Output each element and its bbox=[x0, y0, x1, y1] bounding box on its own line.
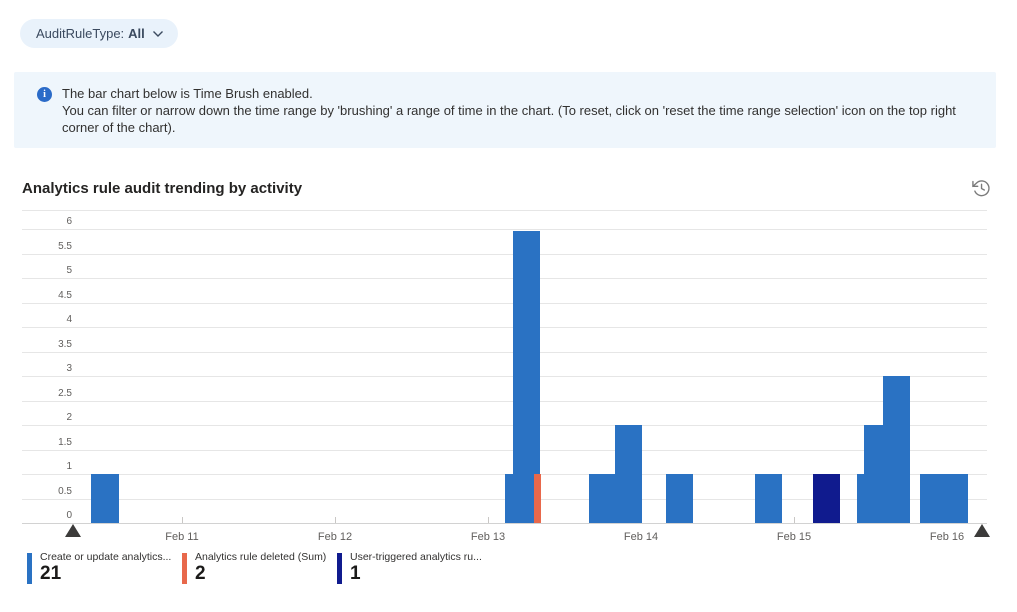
gridline bbox=[22, 327, 987, 328]
legend-item-rule-deleted[interactable]: Analytics rule deleted (Sum) 2 bbox=[182, 551, 326, 585]
chart-title: Analytics rule audit trending by activit… bbox=[22, 180, 303, 197]
gridline bbox=[22, 229, 987, 230]
legend-item-create-update[interactable]: Create or update analytics... 21 bbox=[27, 551, 171, 585]
bar[interactable] bbox=[813, 474, 840, 523]
x-axis-label: Feb 14 bbox=[623, 531, 659, 543]
bar[interactable] bbox=[666, 474, 693, 523]
y-axis-label: 1.5 bbox=[58, 436, 72, 448]
legend-item-user-triggered[interactable]: User-triggered analytics ru... 1 bbox=[337, 551, 482, 585]
y-axis-label: 0.5 bbox=[58, 485, 72, 497]
x-axis-label: Feb 13 bbox=[470, 531, 506, 543]
x-axis-tick bbox=[335, 517, 336, 523]
legend-value: 2 bbox=[195, 563, 206, 584]
y-axis-label: 4 bbox=[66, 314, 72, 325]
gridline bbox=[22, 302, 987, 304]
time-brush-handle-right[interactable] bbox=[974, 524, 990, 537]
gridline bbox=[22, 376, 987, 377]
bar[interactable] bbox=[589, 474, 615, 523]
info-banner-line2: You can filter or narrow down the time r… bbox=[62, 103, 956, 135]
info-banner-line1: The bar chart below is Time Brush enable… bbox=[62, 86, 313, 101]
filter-label: AuditRuleType: bbox=[36, 26, 125, 41]
y-axis-label: 4.5 bbox=[58, 289, 72, 301]
y-axis-label: 3 bbox=[66, 363, 72, 374]
chevron-down-icon bbox=[152, 30, 164, 38]
time-brush-handle-left[interactable] bbox=[65, 524, 81, 537]
bar[interactable] bbox=[920, 474, 944, 523]
legend-label: User-triggered analytics ru... bbox=[350, 551, 482, 563]
gridline bbox=[22, 425, 987, 426]
x-axis-label: Feb 11 bbox=[165, 531, 199, 543]
time-brush-info-banner: i The bar chart below is Time Brush enab… bbox=[14, 72, 996, 148]
bar[interactable] bbox=[883, 376, 910, 523]
y-axis-label: 1 bbox=[66, 461, 72, 472]
y-axis-label: 2.5 bbox=[58, 387, 72, 399]
gridline bbox=[22, 278, 987, 279]
y-axis-label: 5 bbox=[66, 265, 72, 276]
bar[interactable] bbox=[615, 425, 642, 523]
bar[interactable] bbox=[755, 474, 782, 523]
gridline bbox=[22, 400, 987, 402]
info-icon: i bbox=[37, 87, 52, 102]
y-axis-label: 5.5 bbox=[58, 240, 72, 252]
gridline bbox=[22, 449, 987, 451]
x-axis-label: Feb 12 bbox=[317, 531, 353, 543]
y-axis-label: 6 bbox=[66, 216, 72, 227]
y-axis-label: 3.5 bbox=[58, 338, 72, 350]
legend-swatch-orange bbox=[182, 553, 187, 584]
gridline bbox=[22, 351, 987, 353]
plot-top-border bbox=[22, 210, 987, 211]
legend-value: 21 bbox=[40, 563, 62, 584]
filter-value: All bbox=[128, 26, 145, 41]
gridline bbox=[22, 253, 987, 255]
x-axis-label: Feb 16 bbox=[929, 531, 965, 543]
gridline bbox=[22, 474, 987, 475]
y-axis-label: 0 bbox=[66, 510, 72, 521]
audit-rule-type-filter[interactable]: AuditRuleType: All bbox=[20, 19, 178, 48]
legend-label: Create or update analytics... bbox=[40, 551, 172, 563]
legend-label: Analytics rule deleted (Sum) bbox=[195, 551, 327, 563]
bar[interactable] bbox=[944, 474, 968, 523]
reset-time-range-icon[interactable] bbox=[970, 177, 992, 199]
gridline bbox=[22, 498, 987, 500]
x-axis-tick bbox=[794, 517, 795, 523]
x-axis-tick bbox=[488, 517, 489, 523]
x-axis-label: Feb 15 bbox=[776, 531, 812, 543]
legend-swatch-navy bbox=[337, 553, 342, 584]
legend-swatch-blue bbox=[27, 553, 32, 584]
bar[interactable] bbox=[91, 474, 119, 523]
x-axis-tick bbox=[182, 517, 183, 523]
bar[interactable] bbox=[534, 474, 541, 523]
legend-value: 1 bbox=[350, 563, 361, 584]
gridline bbox=[22, 523, 987, 524]
y-axis-label: 2 bbox=[66, 412, 72, 423]
